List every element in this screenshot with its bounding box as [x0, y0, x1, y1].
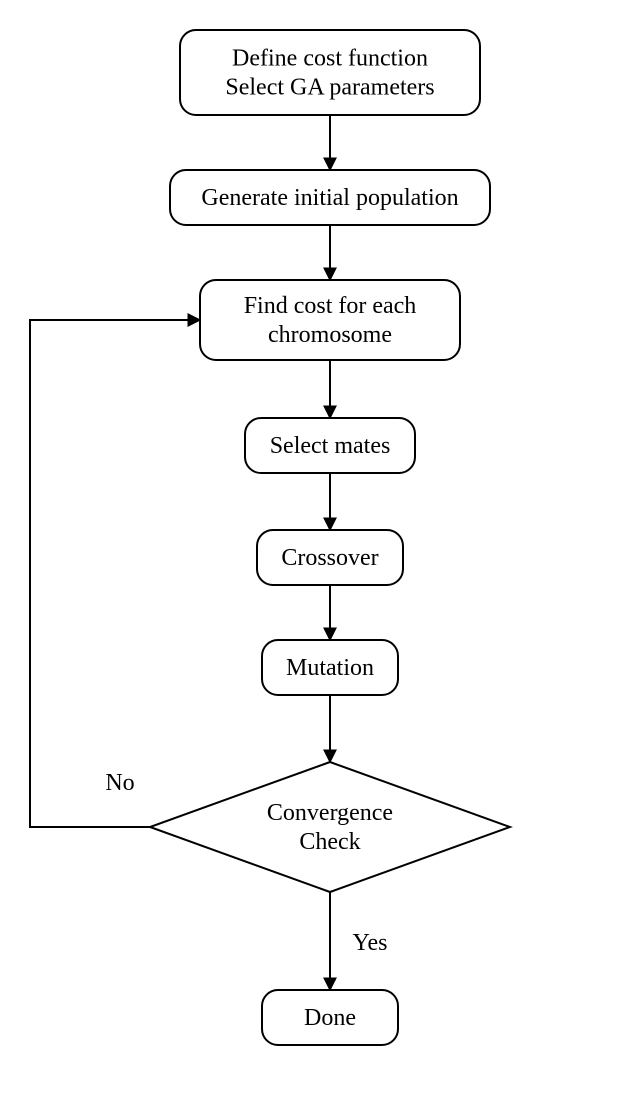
ga-flowchart: Yes No Define cost functionSelect GA param…: [0, 0, 626, 1100]
node-done-label-0: Done: [304, 1005, 356, 1031]
node-define-label-0: Define cost function: [232, 46, 428, 72]
node-select: Select mates: [245, 418, 415, 473]
node-mutation: Mutation: [262, 640, 398, 695]
node-define: Define cost functionSelect GA parameters: [180, 30, 480, 115]
node-crossover-label-0: Crossover: [281, 545, 378, 571]
edge-label-no: No: [105, 770, 134, 796]
node-check: Convergence Check: [150, 762, 510, 892]
node-generate-label-0: Generate initial population: [201, 185, 458, 211]
node-define-label-1: Select GA parameters: [225, 74, 434, 100]
node-check-label-1: Check: [299, 829, 360, 855]
node-select-label-0: Select mates: [270, 433, 391, 459]
node-findcost: Find cost for each chromosome: [200, 280, 460, 360]
edge-label-yes: Yes: [353, 930, 388, 956]
node-done: Done: [262, 990, 398, 1045]
node-findcost-label-0: Find cost for each: [244, 293, 417, 319]
node-generate: Generate initial population: [170, 170, 490, 225]
node-mutation-label-0: Mutation: [286, 655, 374, 681]
edge-check-findcost: [30, 320, 200, 827]
node-check-label-0: Convergence: [267, 800, 393, 826]
node-findcost-label-1: chromosome: [268, 322, 392, 348]
node-crossover: Crossover: [257, 530, 403, 585]
